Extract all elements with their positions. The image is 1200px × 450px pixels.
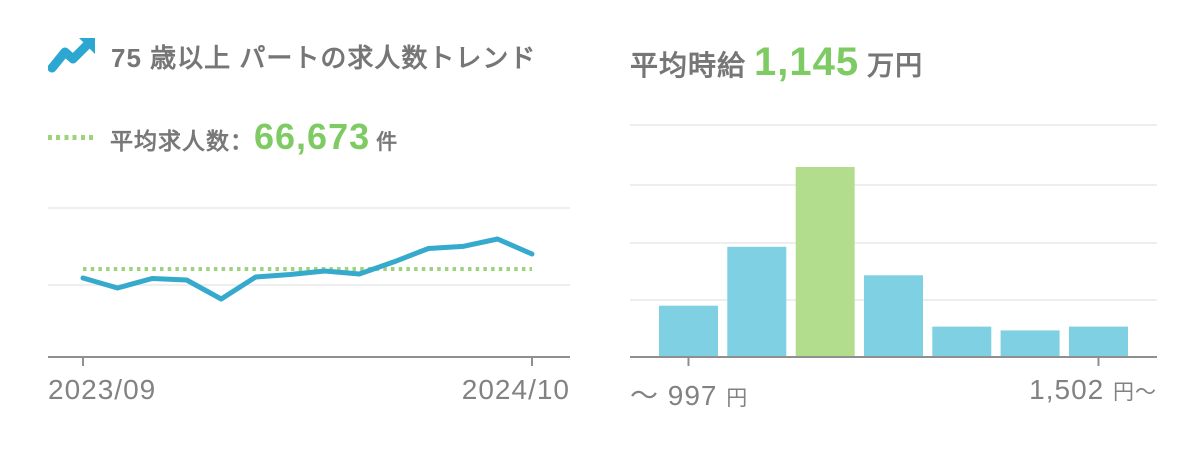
- legend-unit: 件: [376, 131, 398, 154]
- trend-line: [80, 236, 535, 302]
- wage-x-start-main: 〜 997: [630, 380, 718, 411]
- wage-x-axis-labels: 〜 997 円 1,502 円〜: [630, 374, 1157, 414]
- wage-title-unit: 万円: [867, 51, 924, 81]
- average-jobs-legend: 平均求人数：66,673 件: [48, 116, 397, 158]
- wage-x-start-unit: 円: [726, 387, 749, 410]
- bar: [864, 275, 923, 357]
- wage-x-end-unit: 円〜: [1113, 381, 1157, 404]
- wage-chart-header: 平均時給 1,145 万円: [630, 40, 923, 85]
- legend-label: 平均求人数：: [110, 128, 254, 154]
- trend-chart-header: 75 歳以上 パートの求人数トレンド: [48, 36, 536, 76]
- x-label-start: 2023/09: [48, 374, 157, 405]
- trending-up-icon: [48, 38, 95, 73]
- wage-title-label: 平均時給: [630, 50, 747, 81]
- average-jobs-value: 66,673: [254, 116, 371, 157]
- highlighted-bar: [795, 167, 855, 357]
- trend-chart-title: 75 歳以上 パートの求人数トレンド: [111, 42, 537, 73]
- wage-x-end-main: 1,502: [1029, 374, 1105, 405]
- trend-x-axis-labels: 2023/09 2024/10: [48, 374, 570, 406]
- wage-x-label-start: 〜 997 円: [630, 374, 748, 414]
- wage-x-label-end: 1,502 円〜: [1029, 374, 1157, 414]
- bar: [659, 305, 718, 357]
- bar: [932, 326, 992, 357]
- dotted-line-swatch: [48, 134, 94, 140]
- trend-line-chart: [48, 207, 570, 366]
- bar: [727, 246, 787, 357]
- bar: [1069, 326, 1128, 357]
- x-label-end: 2024/10: [461, 374, 570, 405]
- wage-histogram-chart: [630, 124, 1157, 366]
- average-wage-value: 1,145: [754, 40, 860, 84]
- legend-text: 平均求人数：66,673 件: [110, 116, 397, 158]
- bar: [1000, 330, 1060, 357]
